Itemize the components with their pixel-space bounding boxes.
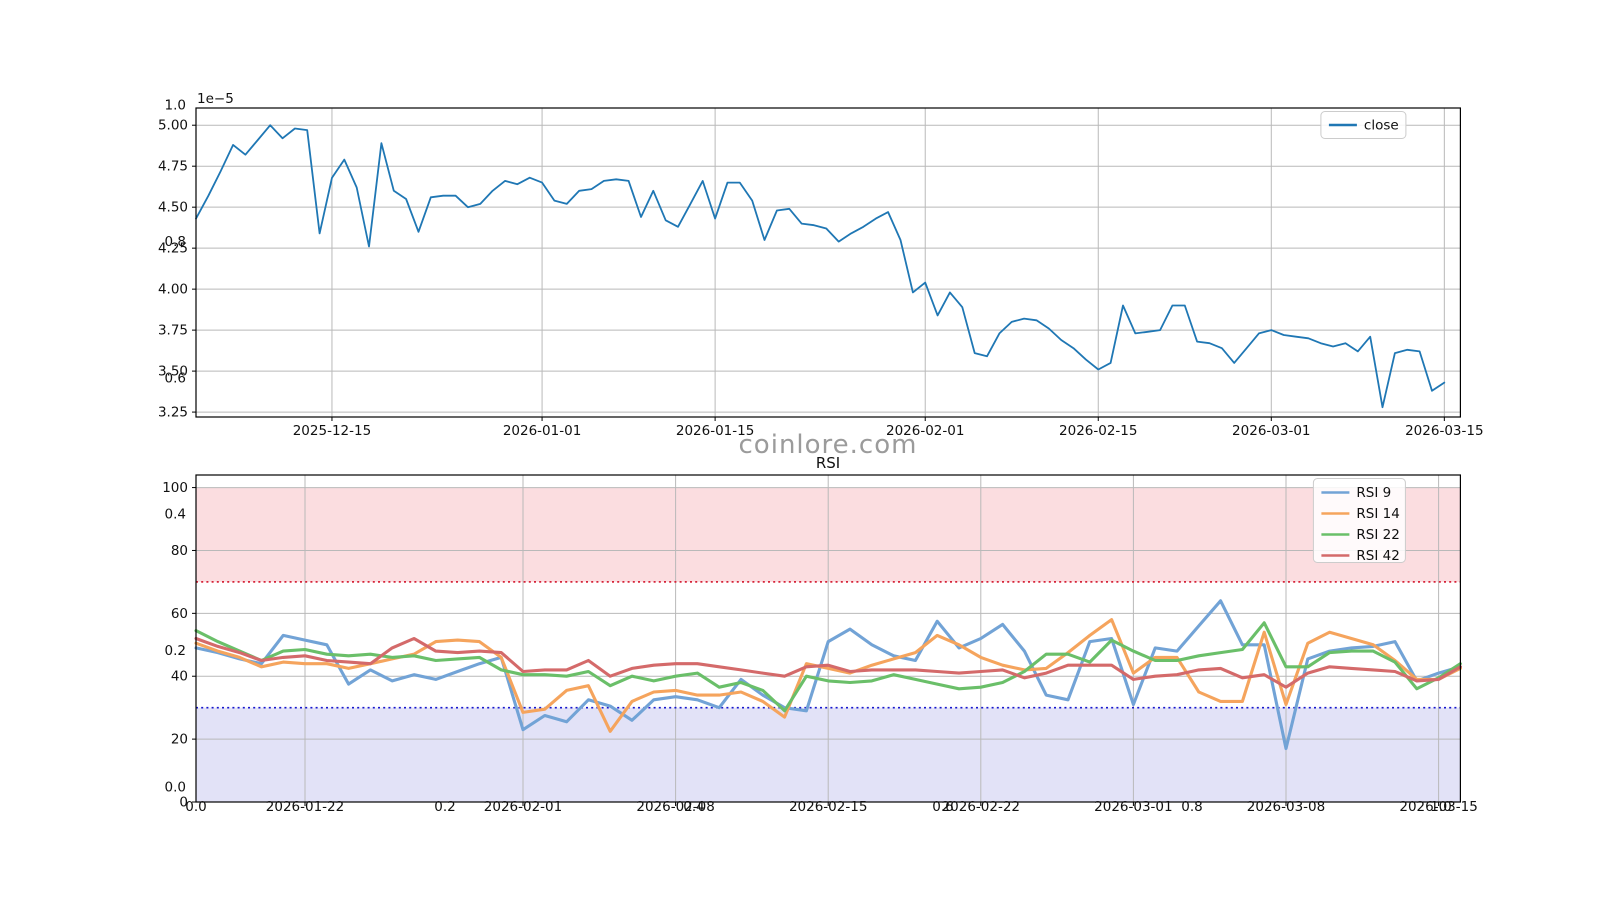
- phantom-ytick-label: 0.4: [165, 507, 186, 523]
- price-legend-box: [1320, 111, 1407, 139]
- phantom-ytick-label: 1.0: [165, 98, 186, 114]
- rsi-series-rsi-22: [194, 621, 1462, 713]
- price-ytick-label: 3.50: [158, 364, 188, 380]
- price-ytick-label: 3.25: [158, 405, 188, 421]
- price-xtick-label: 2026-01-15: [676, 423, 754, 439]
- rsi-legend-box: [1312, 478, 1406, 563]
- rsi-series-rsi-9: [194, 599, 1462, 751]
- rsi-xtick-label: 2026-01-22: [266, 799, 344, 815]
- price-xtick-label: 2026-02-01: [886, 423, 964, 439]
- phantom-ytick-label: 0.0: [165, 780, 186, 796]
- phantom-xtick-label: 0.8: [1181, 799, 1202, 815]
- price-ytick-label: 4.25: [158, 241, 188, 257]
- rsi-ytick-label: 60: [171, 606, 188, 622]
- rsi-xtick-label: 2026-03-15: [1399, 799, 1477, 815]
- rsi-ytick-label: 0: [179, 795, 188, 811]
- rsi-xtick-label: 2026-02-08: [636, 799, 714, 815]
- price-xtick-label: 2026-02-15: [1059, 423, 1137, 439]
- phantom-xtick-label: 0.4: [683, 799, 704, 815]
- legend-label: RSI 9: [1356, 485, 1391, 501]
- phantom-axis-labels: 1.0 0.8 0.6 0.4 0.2 0.0 0.0 0.2 0.4 0.6 0.8 1.0: [165, 98, 1452, 816]
- legend-label: close: [1364, 118, 1399, 134]
- watermark: coinlore.com: [738, 430, 918, 460]
- rsi-xtick-label: 2026-02-01: [484, 799, 562, 815]
- phantom-ytick-label: 0.8: [165, 234, 186, 250]
- rsi-ytick-label: 100: [162, 480, 188, 496]
- rsi-ytick-label: 80: [171, 543, 188, 559]
- price-ytick-label: 5.00: [158, 118, 188, 134]
- price-ytick-label: 4.00: [158, 282, 188, 298]
- price-xtick-label: 2026-03-01: [1232, 423, 1310, 439]
- price-ytick-label: 3.75: [158, 323, 188, 339]
- price-chart: 5.00 4.75 4.50 4.25 4.00 3.75 3.50 3.25 2025-12-…: [158, 91, 1484, 439]
- price-series-close: [195, 124, 1446, 409]
- rsi-chart: 100 80 60 40 20 0 2026-01-22 2026-02-01 2026-02-…: [162, 474, 1478, 815]
- price-xtick-label: 2026-03-15: [1405, 423, 1483, 439]
- rsi-title: RSI: [815, 454, 841, 472]
- legend-label: RSI 42: [1356, 548, 1399, 564]
- price-ytick-label: 4.50: [158, 200, 188, 216]
- rsi-xtick-label: 2026-02-15: [789, 799, 867, 815]
- rsi-legend: RSI 9 RSI 14 RSI 22 RSI 42: [1312, 478, 1406, 564]
- rsi-ytick-label: 20: [171, 732, 188, 748]
- phantom-xtick-label: 0.0: [185, 799, 206, 815]
- rsi-xtick-label: 2026-03-08: [1247, 799, 1325, 815]
- rsi-xtick-label: 2026-03-01: [1094, 799, 1172, 815]
- price-xtick-label: 2025-12-15: [293, 423, 371, 439]
- phantom-ytick-label: 0.6: [165, 370, 186, 386]
- legend-label: RSI 14: [1356, 506, 1399, 522]
- rsi-ytick-label: 40: [171, 669, 188, 685]
- legend-label: RSI 22: [1356, 527, 1399, 543]
- phantom-xtick-label: 1.0: [1430, 799, 1451, 815]
- rsi-xtick-label: 2026-02-22: [942, 799, 1020, 815]
- phantom-xtick-label: 0.2: [434, 799, 455, 815]
- rsi-series-rsi-42: [194, 636, 1462, 689]
- phantom-xtick-label: 0.6: [932, 799, 953, 815]
- price-offset-label: 1e−5: [197, 91, 234, 107]
- price-xtick-label: 2026-01-01: [503, 423, 581, 439]
- phantom-ytick-label: 0.2: [165, 643, 186, 659]
- price-frame: [195, 107, 1462, 418]
- price-legend: close: [1320, 111, 1407, 139]
- price-ytick-label: 4.75: [158, 159, 188, 175]
